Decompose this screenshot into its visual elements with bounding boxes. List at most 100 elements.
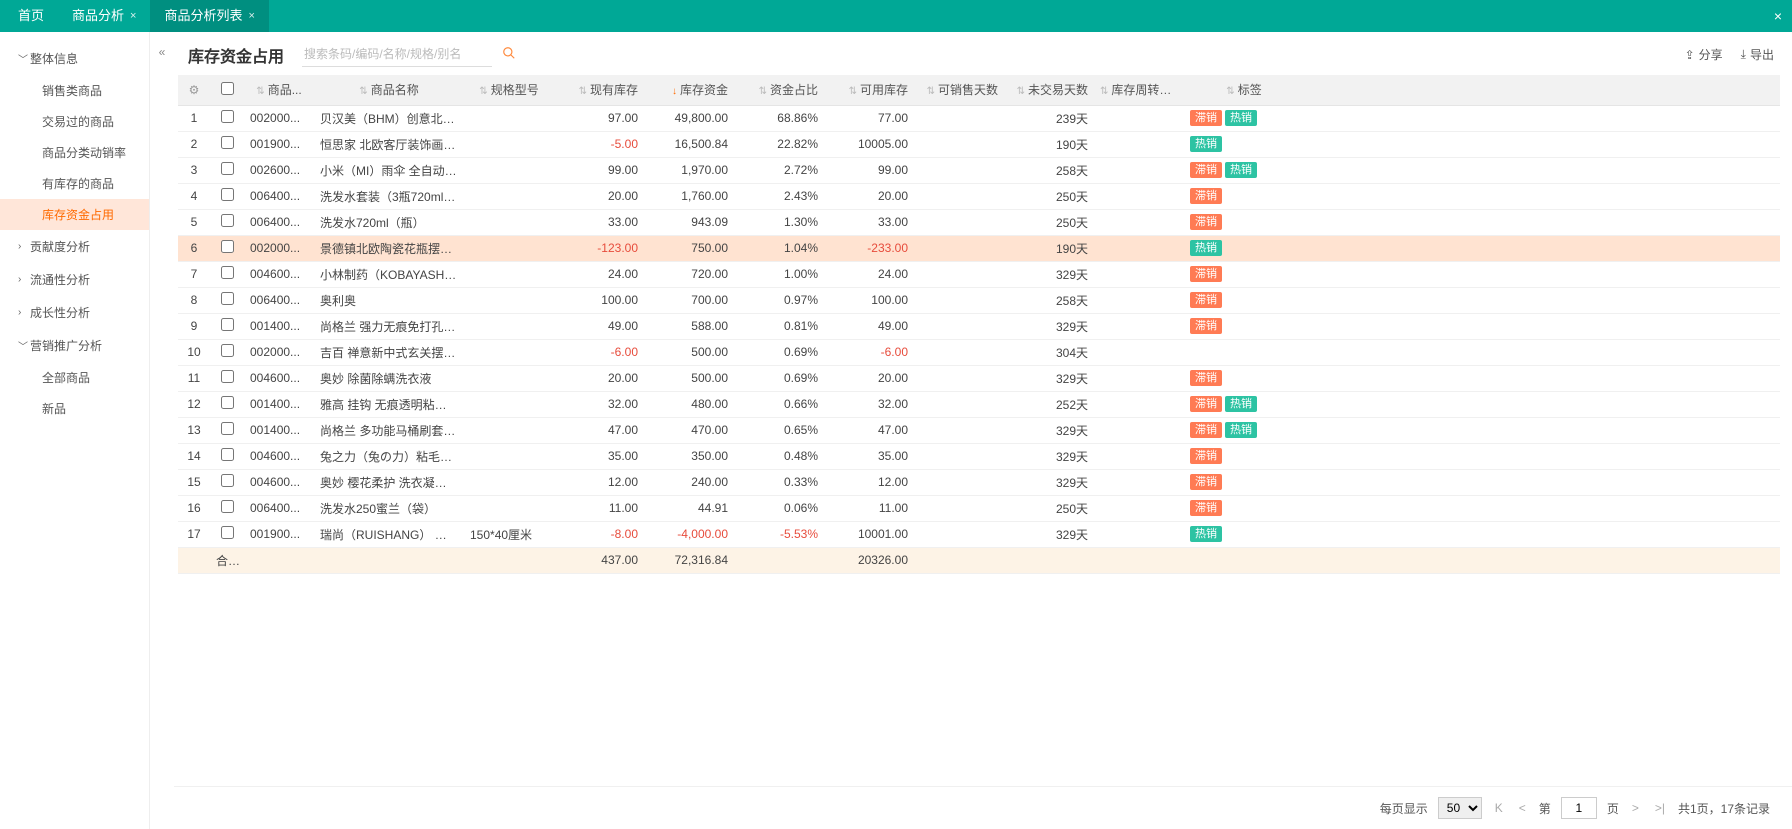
row-checkbox[interactable] [221,448,234,461]
tag-badge: 热销 [1225,110,1257,126]
sidebar-item[interactable]: 商品分类动销率 [0,137,149,168]
select-all-checkbox[interactable] [221,82,234,95]
row-checkbox[interactable] [221,162,234,175]
tab-close-icon[interactable]: × [130,0,136,32]
totals-row: 合计:437.0072,316.8420326.00 [178,547,1780,573]
table-row[interactable]: 11004600...奥妙 除菌除螨洗衣液20.00500.000.69%20.… [178,365,1780,391]
column-header[interactable]: 未交易天数 [1004,75,1094,105]
tag-badge: 滞销 [1190,474,1222,490]
row-checkbox[interactable] [221,396,234,409]
sidebar-group-label: 营销推广分析 [30,337,102,354]
table-row[interactable]: 1002000...贝汉美（BHM）创意北欧风97.0049,800.0068.… [178,105,1780,131]
page-summary: 共1页，17条记录 [1678,800,1770,817]
row-checkbox[interactable] [221,292,234,305]
sidebar-group-header[interactable]: ﹀整体信息 [0,42,149,75]
top-tab[interactable]: 商品分析× [58,0,150,32]
sidebar-group-header[interactable]: › 贡献度分析 [0,230,149,263]
column-header[interactable]: 可用库存 [824,75,914,105]
sidebar-item[interactable]: 销售类商品 [0,75,149,106]
table-row[interactable]: 2001900...恒思家 北欧客厅装饰画卧室-5.0016,500.8422.… [178,131,1780,157]
column-header[interactable]: 资金占比 [734,75,824,105]
chevron-right-icon: › [18,307,26,318]
page-prev-button[interactable]: < [1516,801,1529,815]
page-input[interactable] [1561,797,1597,819]
row-checkbox[interactable] [221,370,234,383]
column-header[interactable]: 可销售天数 [914,75,1004,105]
tag-badge: 热销 [1190,240,1222,256]
row-checkbox[interactable] [221,500,234,513]
sidebar-group-header[interactable]: ﹀营销推广分析 [0,329,149,362]
table-row[interactable]: 3002600...小米（MI）雨伞 全自动折叠99.001,970.002.7… [178,157,1780,183]
top-tab[interactable]: 首页 [4,0,58,32]
sidebar-item[interactable]: 库存资金占用 [0,199,149,230]
tag-badge: 滞销 [1190,422,1222,438]
top-tab[interactable]: 商品分析列表× [150,0,268,32]
table-row[interactable]: 4006400...洗发水套装（3瓶720ml+1）20.001,760.002… [178,183,1780,209]
page-prefix: 第 [1539,800,1551,817]
tag-badge: 滞销 [1190,110,1222,126]
share-icon: ⇪ [1685,48,1695,62]
export-button[interactable]: ⤓导出 [1741,46,1774,63]
row-checkbox[interactable] [221,266,234,279]
page-header: 库存资金占用 ⇪分享 ⤓导出 [174,32,1792,75]
table-row[interactable]: 17001900...瑞尚（RUISHANG） 卧室床150*40厘米-8.00… [178,521,1780,547]
row-checkbox[interactable] [221,240,234,253]
table-row[interactable]: 15004600...奥妙 樱花柔护 洗衣凝珠 1012.00240.000.3… [178,469,1780,495]
table-row[interactable]: 14004600...兔之力（兔の力）粘毛器粘35.00350.000.48%3… [178,443,1780,469]
row-checkbox[interactable] [221,136,234,149]
page-next-button[interactable]: > [1629,801,1642,815]
share-button[interactable]: ⇪分享 [1685,46,1723,63]
row-checkbox[interactable] [221,526,234,539]
column-header[interactable]: 商品... [244,75,314,105]
column-header[interactable]: 库存资金 [644,75,734,105]
page-first-button[interactable]: K [1492,801,1506,815]
sidebar-item[interactable]: 交易过的商品 [0,106,149,137]
data-table: ⚙ 商品...商品名称规格型号现有库存库存资金资金占比可用库存可销售天数未交易天数… [178,75,1780,574]
table-row[interactable]: 9001400...尚格兰 强力无痕免打孔浴室49.00588.000.81%4… [178,313,1780,339]
row-checkbox[interactable] [221,188,234,201]
row-checkbox[interactable] [221,318,234,331]
column-header[interactable]: 标签 [1184,75,1304,105]
search-input[interactable] [302,42,492,67]
sidebar-item[interactable]: 全部商品 [0,362,149,393]
row-checkbox[interactable] [221,474,234,487]
gear-icon[interactable]: ⚙ [189,83,200,97]
table-row[interactable]: 12001400...雅高 挂钩 无痕透明粘钩 强力32.00480.000.6… [178,391,1780,417]
tag-badge: 滞销 [1190,162,1222,178]
chevron-down-icon: ﹀ [18,51,26,66]
column-header[interactable]: 商品名称 [314,75,464,105]
tag-badge: 滞销 [1190,370,1222,386]
sidebar-group-label: 流通性分析 [30,271,90,288]
chevron-right-icon: › [18,241,26,252]
table-row[interactable]: 8006400...奥利奥100.00700.000.97%100.00258天… [178,287,1780,313]
column-header[interactable]: 现有库存 [554,75,644,105]
column-header[interactable]: 规格型号 [464,75,554,105]
page-suffix: 页 [1607,800,1619,817]
sidebar-collapse-button[interactable]: « [150,38,174,66]
topbar-close-icon[interactable]: × [1774,0,1782,32]
row-checkbox[interactable] [221,110,234,123]
sidebar-group-header[interactable]: › 流通性分析 [0,263,149,296]
table-row[interactable]: 10002000...吉百 禅意新中式玄关摆件客-6.00500.000.69%… [178,339,1780,365]
row-checkbox[interactable] [221,422,234,435]
table-row[interactable]: 6002000...景德镇北欧陶瓷花瓶摆件 仿-123.00750.001.04… [178,235,1780,261]
chevron-right-icon: › [18,274,26,285]
row-checkbox[interactable] [221,214,234,227]
top-tab-bar: 首页商品分析×商品分析列表× × [0,0,1792,32]
sidebar-item[interactable]: 新品 [0,393,149,424]
tag-badge: 热销 [1225,422,1257,438]
sidebar-group-header[interactable]: ›成长性分析 [0,296,149,329]
sidebar-group-label: 贡献度分析 [30,238,90,255]
table-row[interactable]: 16006400...洗发水250蜜兰（袋）11.0044.910.06%11.… [178,495,1780,521]
table-row[interactable]: 7004600...小林制药（KOBAYASHI）日24.00720.001.0… [178,261,1780,287]
table-row[interactable]: 13001400...尚格兰 多功能马桶刷套装 浴47.00470.000.65… [178,417,1780,443]
row-checkbox[interactable] [221,344,234,357]
page-last-button[interactable]: >| [1652,801,1668,815]
column-header[interactable]: 库存周转天数 [1094,75,1184,105]
tab-close-icon[interactable]: × [248,0,254,32]
per-page-select[interactable]: 50 [1438,797,1482,819]
sidebar-item[interactable]: 有库存的商品 [0,168,149,199]
tag-badge: 滞销 [1190,396,1222,412]
search-icon[interactable] [502,46,516,63]
table-row[interactable]: 5006400...洗发水720ml（瓶）33.00943.091.30%33.… [178,209,1780,235]
